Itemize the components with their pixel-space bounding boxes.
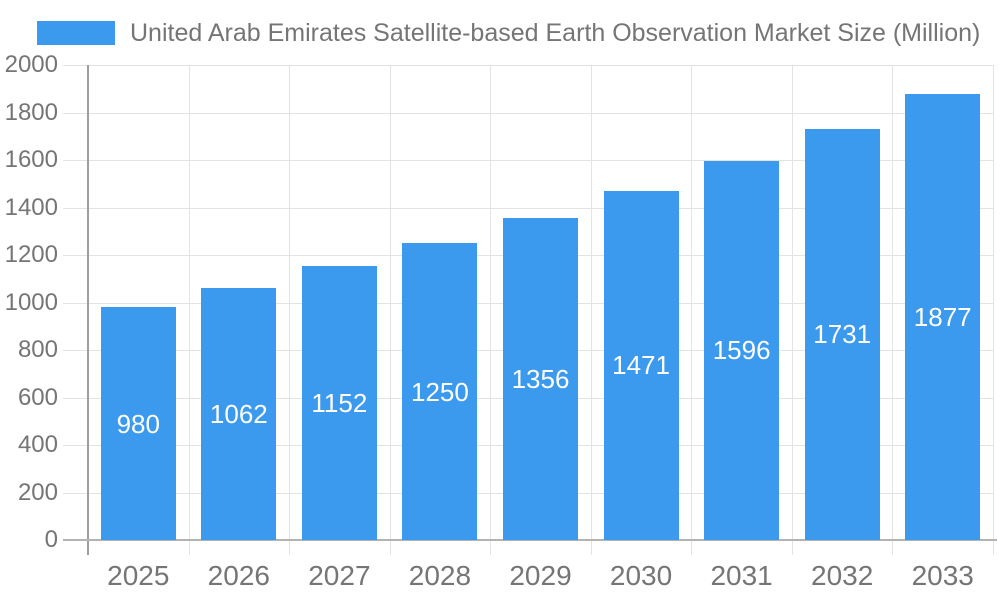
bar-value-label: 1356 <box>511 363 570 394</box>
bar-value-label: 1731 <box>813 319 872 350</box>
gridline-vertical <box>188 65 190 555</box>
legend[interactable]: United Arab Emirates Satellite-based Ear… <box>37 15 980 51</box>
legend-label: United Arab Emirates Satellite-based Ear… <box>130 18 981 47</box>
bar-value-label: 1596 <box>712 335 771 366</box>
gridline-horizontal <box>63 207 993 209</box>
bar[interactable]: 1250 <box>402 243 478 540</box>
y-tick-label: 1000 <box>4 288 58 316</box>
gridline-vertical <box>791 65 793 555</box>
bar-value-label: 1471 <box>612 350 670 381</box>
y-tick-label: 800 <box>17 336 58 363</box>
x-tick-label: 2030 <box>609 560 673 591</box>
y-tick-label: 200 <box>17 478 58 506</box>
x-tick-label: 2033 <box>911 560 974 591</box>
y-tick-label: 1600 <box>4 146 58 173</box>
bar-value-label: 980 <box>116 408 160 439</box>
y-tick-label: 1200 <box>4 241 58 268</box>
bar-value-label: 1877 <box>913 302 972 333</box>
bar[interactable]: 1731 <box>804 128 880 540</box>
bar[interactable]: 1356 <box>503 217 578 540</box>
bar[interactable]: 1877 <box>905 94 981 540</box>
gridline-vertical <box>691 65 693 555</box>
x-tick-label: 2029 <box>509 560 572 591</box>
bar[interactable]: 1062 <box>201 287 277 540</box>
gridline-horizontal <box>63 160 993 161</box>
x-tick-label: 2028 <box>408 560 472 591</box>
y-tick-label: 1400 <box>4 193 58 221</box>
y-tick-label: 400 <box>17 431 58 458</box>
gridline-vertical <box>289 65 291 555</box>
x-tick-label: 2027 <box>308 560 371 591</box>
bar[interactable]: 980 <box>100 307 176 540</box>
gridline-vertical <box>590 65 592 555</box>
x-tick-label: 2026 <box>207 560 270 591</box>
x-tick-label: 2025 <box>107 560 170 591</box>
y-axis-line <box>87 65 89 555</box>
bar-value-label: 1062 <box>209 398 268 429</box>
x-axis-line <box>63 539 997 541</box>
bar[interactable]: 1596 <box>704 160 780 540</box>
gridline-horizontal <box>63 112 993 114</box>
bar-value-label: 1250 <box>411 376 469 407</box>
y-tick-label: 600 <box>17 383 58 411</box>
y-tick-label: 1800 <box>4 98 58 126</box>
bar[interactable]: 1471 <box>603 190 679 540</box>
gridline-vertical <box>993 65 994 555</box>
gridline-vertical <box>389 65 391 555</box>
legend-swatch <box>37 21 115 45</box>
y-tick-label: 2000 <box>4 51 58 78</box>
y-tick-label: 0 <box>44 526 58 553</box>
gridline-vertical <box>490 65 492 555</box>
gridline-vertical <box>892 65 894 555</box>
bar-value-label: 1152 <box>311 388 368 419</box>
x-tick-label: 2031 <box>710 560 773 591</box>
gridline-horizontal <box>63 65 993 66</box>
bar[interactable]: 1152 <box>301 266 377 540</box>
x-tick-label: 2032 <box>811 560 874 591</box>
